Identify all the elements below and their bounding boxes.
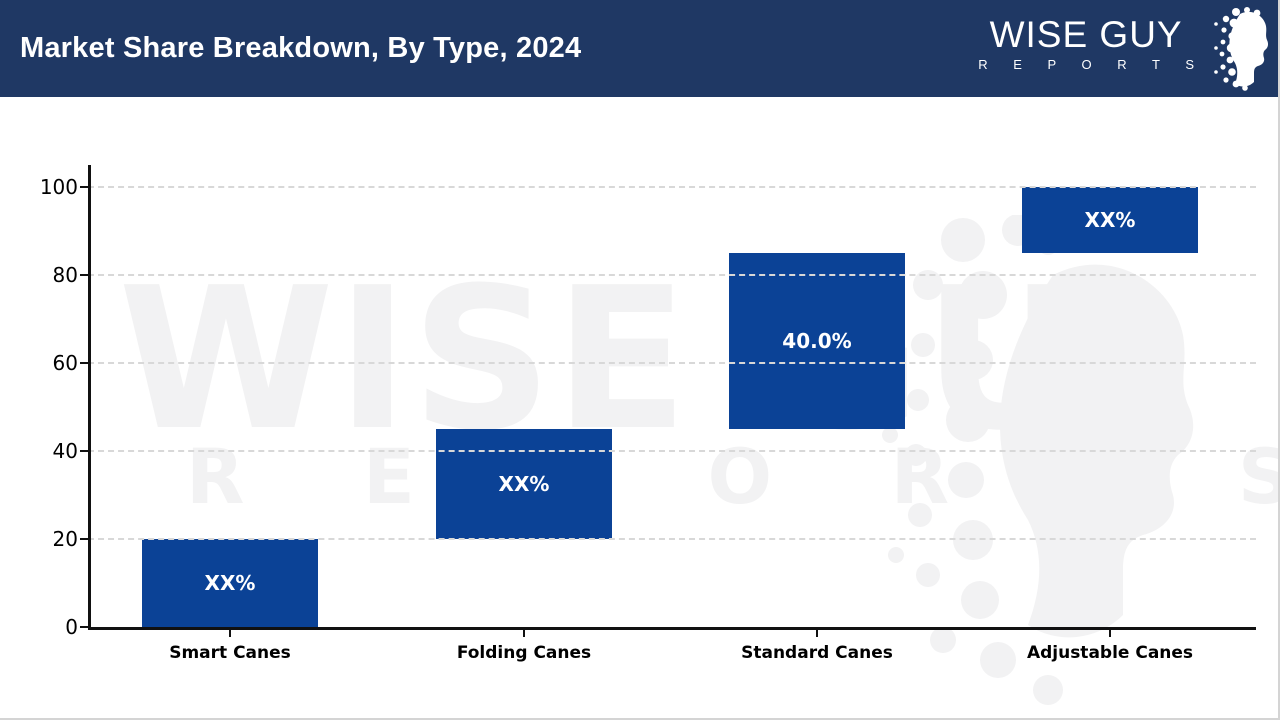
bar-value-label: 40.0% [782,329,852,353]
bar-adjustable-canes: XX% [1022,187,1198,253]
y-tick-mark [80,362,88,364]
y-tick-mark [80,538,88,540]
logo-name-text: WISE GUY [989,14,1183,55]
logo-subtitle-text: R E P O R T S [978,57,1205,72]
x-category-label: Standard Canes [741,643,893,663]
y-gridline [88,450,1256,452]
x-category-label: Adjustable Canes [1026,643,1194,663]
bar-value-label: XX% [498,472,550,496]
x-category-label: Smart Canes [169,643,291,663]
header-banner: Market Share Breakdown, By Type, 2024 WI… [0,0,1280,97]
y-tick-mark [80,274,88,276]
page-title: Market Share Breakdown, By Type, 2024 [20,32,582,64]
bar-value-label: XX% [1084,208,1136,232]
y-tick-label: 60 [52,351,78,375]
x-tick-mark [229,629,231,637]
y-gridline [88,362,1256,364]
logo-head-icon [1214,7,1269,91]
y-tick-label: 100 [39,175,78,199]
y-tick-label: 20 [52,527,78,551]
y-gridline [88,186,1256,188]
y-axis-line [88,165,91,629]
bar-value-label: XX% [204,571,256,595]
wise-guy-logo: WISE GUY R E P O R T S [978,16,1194,71]
x-tick-mark [816,629,818,637]
y-tick-mark [80,450,88,452]
y-gridline [88,274,1256,276]
x-category-label: Folding Canes [456,643,592,663]
x-axis-line [88,627,1256,630]
bar-standard-canes: 40.0% [729,253,905,429]
y-tick-mark [80,186,88,188]
x-tick-mark [523,629,525,637]
bar-smart-canes: XX% [142,539,318,627]
y-tick-label: 0 [65,615,78,639]
y-tick-mark [80,626,88,628]
y-tick-label: 80 [52,263,78,287]
chart-canvas: WISE GU R E P O R T S 0 20 40 60 80 100 XX% Sma… [0,97,1280,720]
y-gridline [88,538,1256,540]
bar-folding-canes: XX% [436,429,612,539]
x-tick-mark [1109,629,1111,637]
y-tick-label: 40 [52,439,78,463]
watermark-head-icon [882,215,1194,705]
